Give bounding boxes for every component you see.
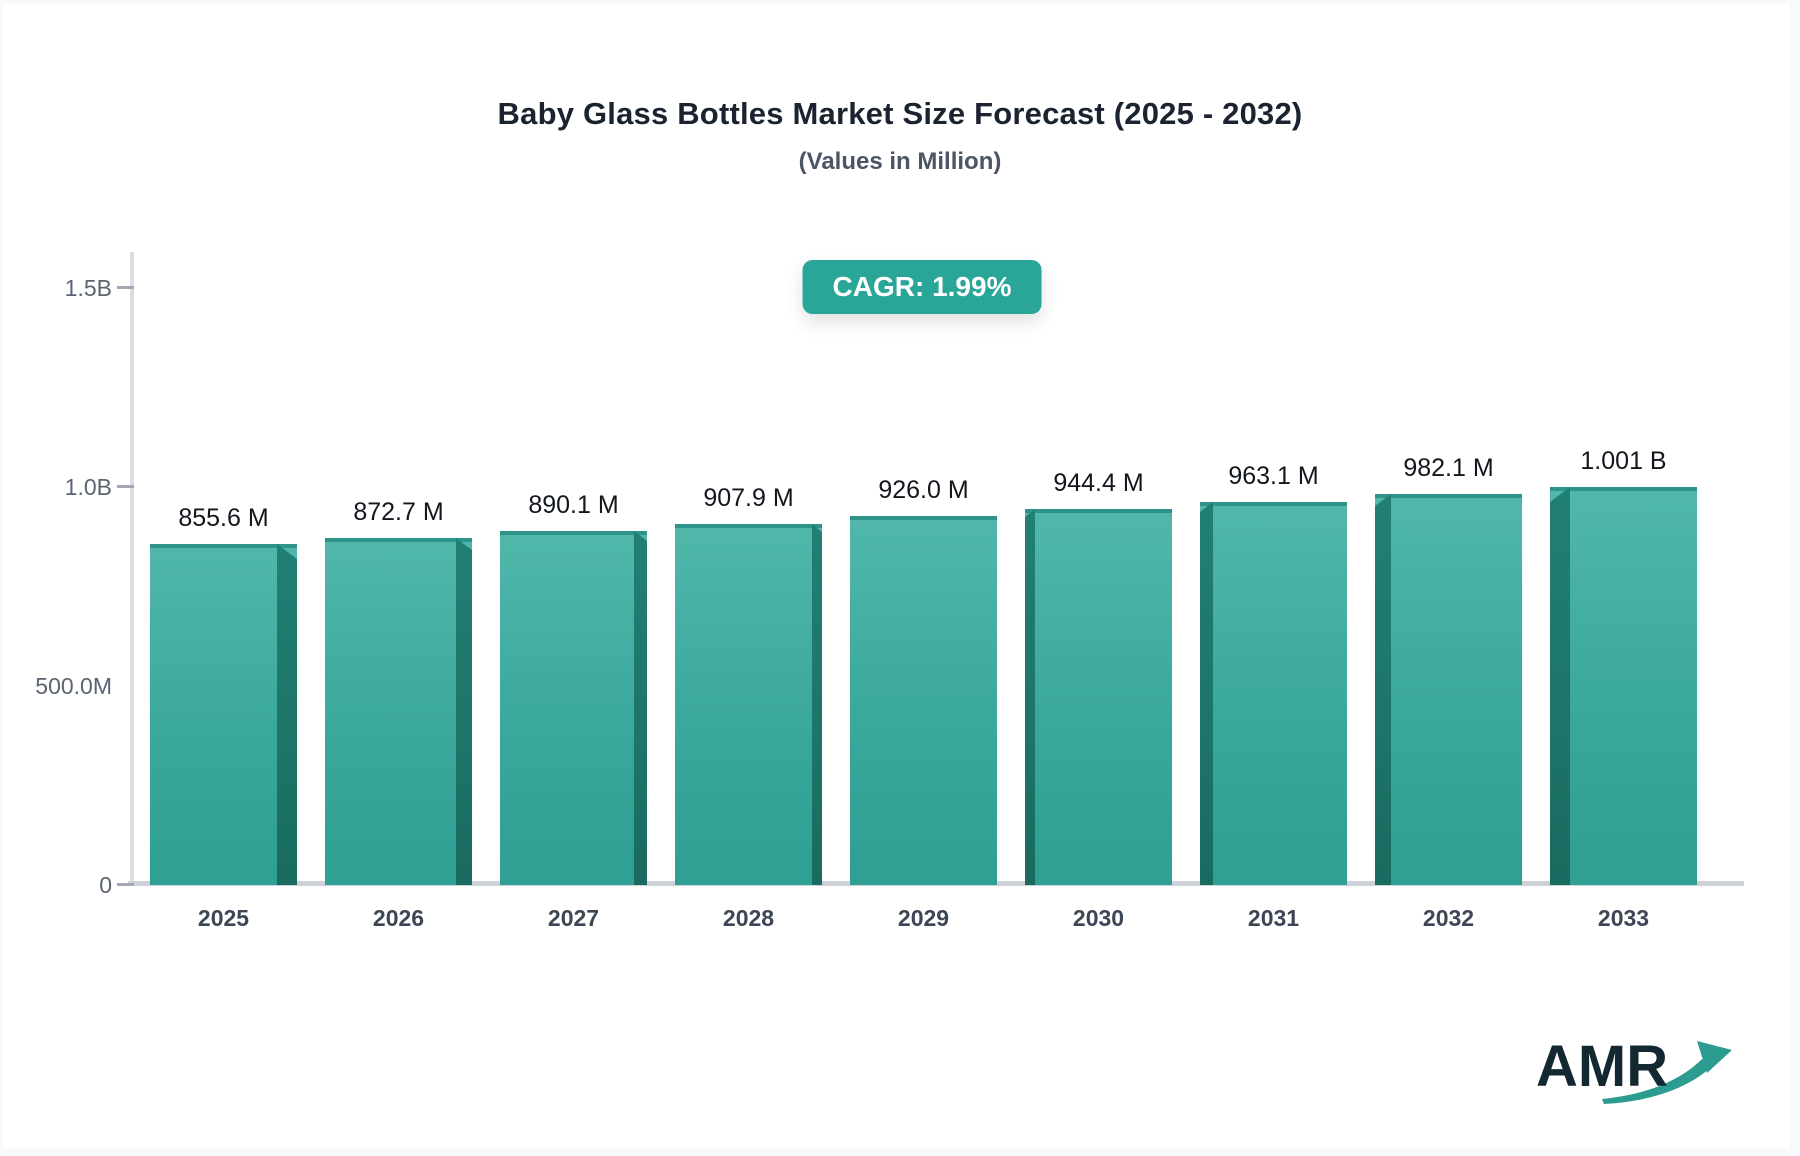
chart-title: Baby Glass Bottles Market Size Forecast …: [497, 96, 1303, 131]
bar-value-label: 944.4 M: [1053, 469, 1144, 497]
bar-top-edge: [850, 516, 997, 520]
bar-face: [325, 538, 472, 885]
bar-face: [500, 531, 647, 885]
y-tick-label: 500.0M: [35, 673, 112, 699]
bar-side-shade: [456, 538, 472, 885]
amr-logo-text: AMR: [1536, 1034, 1669, 1099]
bar-value-label: 926.0 M: [878, 476, 969, 504]
bar-face: [1025, 509, 1172, 885]
x-axis-label: 2033: [1597, 905, 1650, 931]
bar-face: [850, 516, 997, 885]
bar-side-shade: [1550, 487, 1570, 885]
bar-side-shade: [277, 544, 297, 885]
y-tick-label: 1.5B: [64, 275, 112, 301]
y-tick-label: 1.0B: [64, 474, 112, 500]
bar-top-edge: [500, 531, 647, 535]
bar-2030: [1025, 509, 1172, 885]
bar-top-edge: [675, 524, 822, 528]
bar-face: [150, 544, 297, 885]
cagr-badge: CAGR: 1.99%: [802, 260, 1042, 314]
bar-value-label: 963.1 M: [1228, 462, 1319, 490]
bar-2028: [675, 524, 822, 885]
bar-top-edge: [1200, 502, 1347, 506]
bar-2032: [1375, 494, 1522, 885]
y-tick-label: 0: [99, 872, 112, 898]
bar-side-shade: [1025, 509, 1035, 885]
x-axis-label: 2025: [197, 905, 250, 931]
bar-value-label: 982.1 M: [1403, 454, 1494, 482]
bar-value-label: 872.7 M: [353, 498, 444, 526]
growth-arrow-icon: [1602, 1041, 1732, 1104]
bar-face: [1200, 502, 1347, 885]
bar-top-edge: [150, 544, 297, 548]
x-axis-label: 2032: [1422, 905, 1475, 931]
bar-2029: [850, 516, 997, 885]
amr-logo: AMR: [1536, 1033, 1766, 1123]
bar-top-edge: [1025, 509, 1172, 513]
x-axis-label: 2028: [722, 905, 775, 931]
bar-top-edge: [1375, 494, 1522, 498]
bar-2031: [1200, 502, 1347, 885]
bar-side-shade: [634, 531, 647, 885]
bar-face: [1550, 487, 1697, 885]
bar-2027: [500, 531, 647, 885]
bar-face: [1375, 494, 1522, 885]
chart-subtitle: (Values in Million): [798, 148, 1002, 175]
x-axis-label: 2029: [897, 905, 950, 931]
bar-face: [675, 524, 822, 885]
x-axis-label: 2031: [1247, 905, 1300, 931]
bar-2025: [150, 544, 297, 885]
y-tick-dash: [117, 286, 134, 289]
y-axis-line: [130, 252, 134, 885]
bar-value-label: 855.6 M: [178, 504, 269, 532]
bar-side-shade: [1375, 494, 1391, 885]
bar-side-shade: [1200, 502, 1213, 885]
bar-value-label: 907.9 M: [703, 484, 794, 512]
bar-2026: [325, 538, 472, 885]
y-tick-dash: [117, 883, 134, 886]
y-tick-dash: [117, 485, 134, 488]
bar-side-shade: [812, 524, 822, 885]
x-axis-label: 2027: [547, 905, 600, 931]
x-axis-label: 2026: [372, 905, 425, 931]
bar-2033: [1550, 487, 1697, 885]
bar-top-edge: [1550, 487, 1697, 491]
x-axis-label: 2030: [1072, 905, 1125, 931]
bar-value-label: 890.1 M: [528, 491, 619, 519]
bar-value-label: 1.001 B: [1580, 447, 1667, 475]
bar-top-edge: [325, 538, 472, 542]
